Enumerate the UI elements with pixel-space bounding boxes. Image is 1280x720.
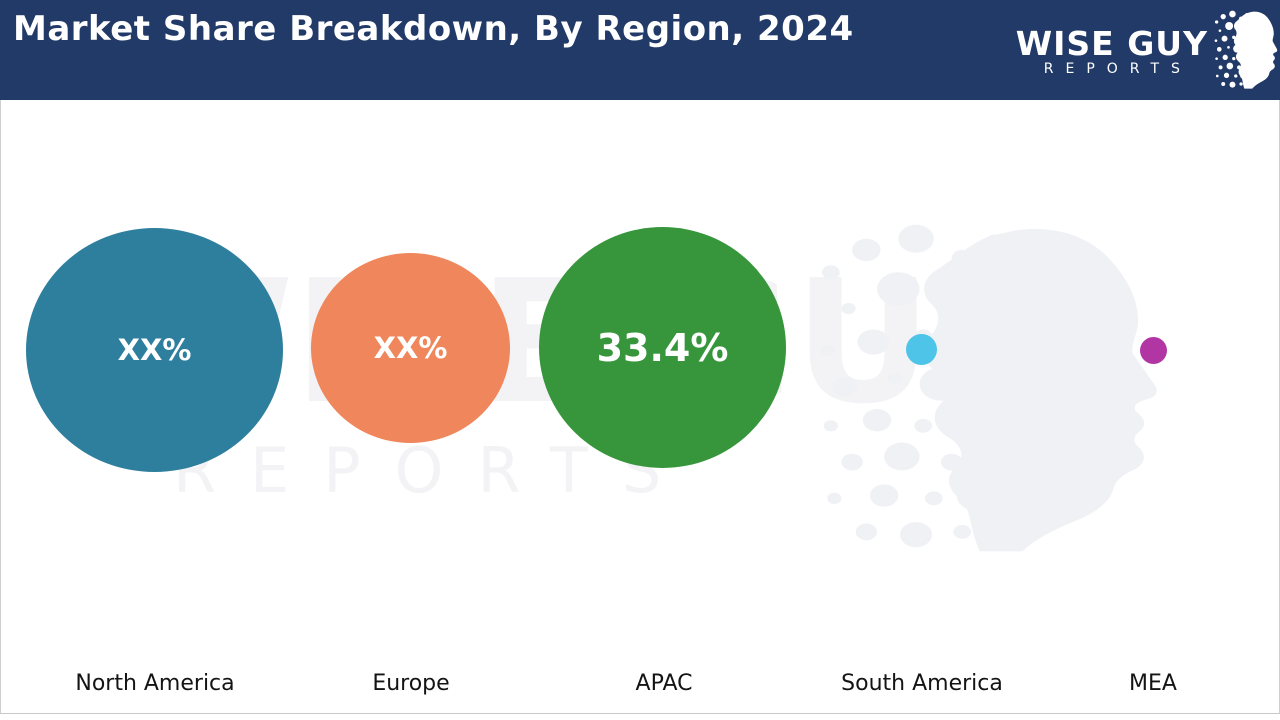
page-title: Market Share Breakdown, By Region, 2024 — [13, 9, 854, 49]
watermark-reports-text: REPORTS — [173, 434, 696, 507]
bubble-mea — [1140, 337, 1167, 364]
category-label-europe: Europe — [372, 671, 450, 696]
bubble-south-america — [906, 334, 937, 365]
bubble-value-north-america: XX% — [117, 333, 192, 367]
bubble-apac: 33.4% — [539, 227, 786, 468]
bubble-europe: XX% — [311, 253, 510, 443]
chart-area: WISE GUY REPORTS XX% XX% 33.4% North Ame… — [0, 100, 1280, 714]
logo-name: WISE GUY — [1015, 23, 1208, 63]
bubble-value-europe: XX% — [373, 331, 448, 365]
logo-subtitle: REPORTS — [1043, 60, 1192, 77]
category-label-south-america: South America — [841, 671, 1003, 696]
category-label-mea: MEA — [1129, 671, 1177, 696]
bubble-value-apac: 33.4% — [596, 325, 729, 370]
wise-guy-logo: WISE GUY REPORTS — [1016, 6, 1278, 94]
watermark-head-icon — [820, 224, 1157, 552]
category-label-apac: APAC — [635, 671, 693, 696]
category-label-north-america: North America — [75, 671, 235, 696]
bubble-north-america: XX% — [26, 228, 283, 472]
wise-guy-head-icon — [1214, 10, 1278, 89]
logo-text: WISE GUY REPORTS — [1015, 23, 1208, 77]
header-bar: Market Share Breakdown, By Region, 2024 … — [0, 0, 1280, 100]
